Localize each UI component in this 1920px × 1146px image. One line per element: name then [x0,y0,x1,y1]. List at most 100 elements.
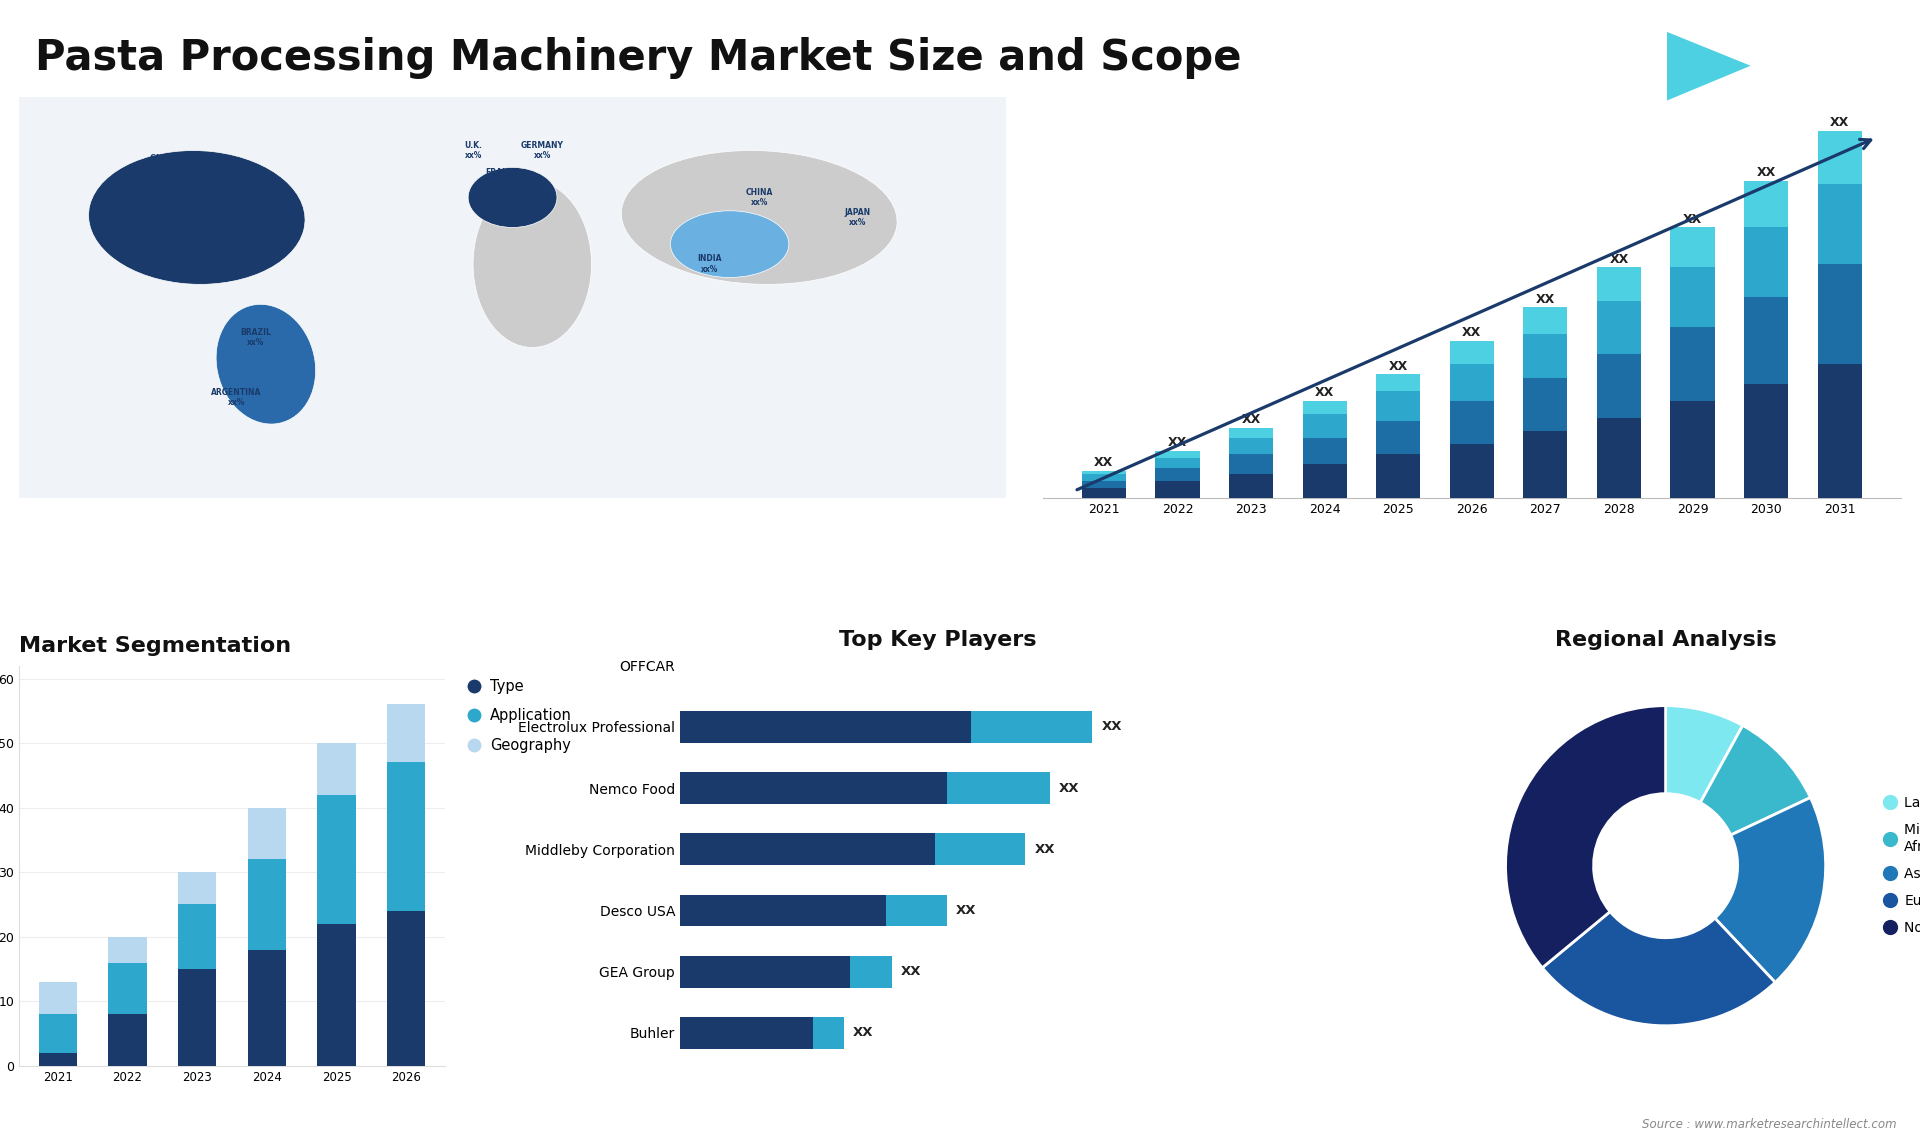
Ellipse shape [622,150,897,284]
Bar [1597,417,1642,497]
Text: MARKET: MARKET [1766,42,1814,52]
Text: XX: XX [1242,413,1261,426]
Text: CHINA
xx%: CHINA xx% [745,188,774,207]
Bar [1377,375,1421,391]
Ellipse shape [670,211,789,277]
FancyBboxPatch shape [19,0,1920,497]
Bar [1377,454,1421,497]
Text: XX: XX [1315,386,1334,399]
Bar [248,950,286,1066]
Text: U.K.
xx%: U.K. xx% [465,141,482,160]
Bar [680,895,885,926]
Bar [1377,391,1421,421]
Bar [1081,487,1125,497]
Title: Top Key Players: Top Key Players [839,630,1037,650]
Wedge shape [1715,798,1826,982]
Text: GERMANY
xx%: GERMANY xx% [520,141,564,160]
Text: Source : www.marketresearchintellect.com: Source : www.marketresearchintellect.com [1642,1118,1897,1131]
Bar [1818,264,1862,364]
Text: XX: XX [956,904,975,917]
Text: XX: XX [1058,782,1079,794]
Bar [1597,354,1642,417]
Bar [317,743,355,794]
Ellipse shape [217,305,315,424]
Bar [179,904,217,970]
Text: FRANCE
xx%: FRANCE xx% [486,167,520,187]
Bar [1670,401,1715,497]
Bar [1670,328,1715,401]
Bar [1156,468,1200,481]
Ellipse shape [472,181,591,347]
Text: CANADA
xx%: CANADA xx% [150,155,184,174]
Bar [1818,364,1862,497]
Bar [1081,474,1125,481]
Bar [680,711,972,743]
Bar [1229,427,1273,438]
Bar [680,833,935,865]
Bar [38,1053,77,1066]
Bar [1302,401,1346,414]
Text: XX: XX [1609,253,1628,266]
Bar [680,1017,814,1049]
Bar [1302,414,1346,438]
Bar [248,808,286,860]
Bar [1670,267,1715,328]
Bar [388,762,426,911]
Bar [1743,227,1788,298]
Bar [680,772,947,804]
Text: XX: XX [1463,327,1482,339]
Text: JAPAN
xx%: JAPAN xx% [845,207,872,227]
Bar [317,794,355,924]
Bar [1156,481,1200,497]
Text: XX: XX [1830,116,1849,129]
Bar [388,911,426,1066]
Text: XX: XX [1167,437,1187,449]
Bar [1670,227,1715,267]
Bar [851,956,893,988]
Text: INTELLECT: INTELLECT [1759,84,1820,93]
Bar [1229,474,1273,497]
Legend: Type, Application, Geography: Type, Application, Geography [465,673,578,759]
Bar [1597,300,1642,354]
Text: XX: XX [1684,213,1703,226]
Wedge shape [1542,911,1776,1026]
Bar [1523,307,1567,335]
Text: XX: XX [1388,360,1407,372]
Bar [1597,267,1642,300]
Bar [814,1017,843,1049]
Bar [1377,421,1421,454]
Bar [108,1014,146,1066]
Text: Pasta Processing Machinery Market Size and Scope: Pasta Processing Machinery Market Size a… [35,37,1240,79]
Bar [179,872,217,904]
Bar [947,772,1050,804]
Text: XX: XX [1102,721,1121,733]
Bar [317,924,355,1066]
Bar [1229,454,1273,474]
Bar [680,956,851,988]
Bar [1523,377,1567,431]
Text: RESEARCH: RESEARCH [1759,63,1820,72]
Bar [1229,438,1273,454]
Text: XX: XX [1536,293,1555,306]
Bar [179,970,217,1066]
Bar [1743,181,1788,227]
Text: U.S.
xx%: U.S. xx% [148,207,165,227]
Wedge shape [1505,706,1667,967]
Bar [388,705,426,762]
Bar [38,1014,77,1053]
Bar [1818,185,1862,264]
Text: XX: XX [852,1027,874,1039]
Bar [885,895,947,926]
Bar [1081,481,1125,487]
Polygon shape [1667,32,1751,101]
Bar [972,711,1092,743]
Bar [1081,471,1125,474]
Title: Regional Analysis: Regional Analysis [1555,630,1776,650]
Bar [1302,464,1346,497]
Text: XX: XX [900,965,922,979]
Bar [1743,384,1788,497]
Text: XX: XX [1757,166,1776,179]
Text: XX: XX [1035,842,1056,856]
Bar [1743,298,1788,384]
Ellipse shape [468,167,557,227]
